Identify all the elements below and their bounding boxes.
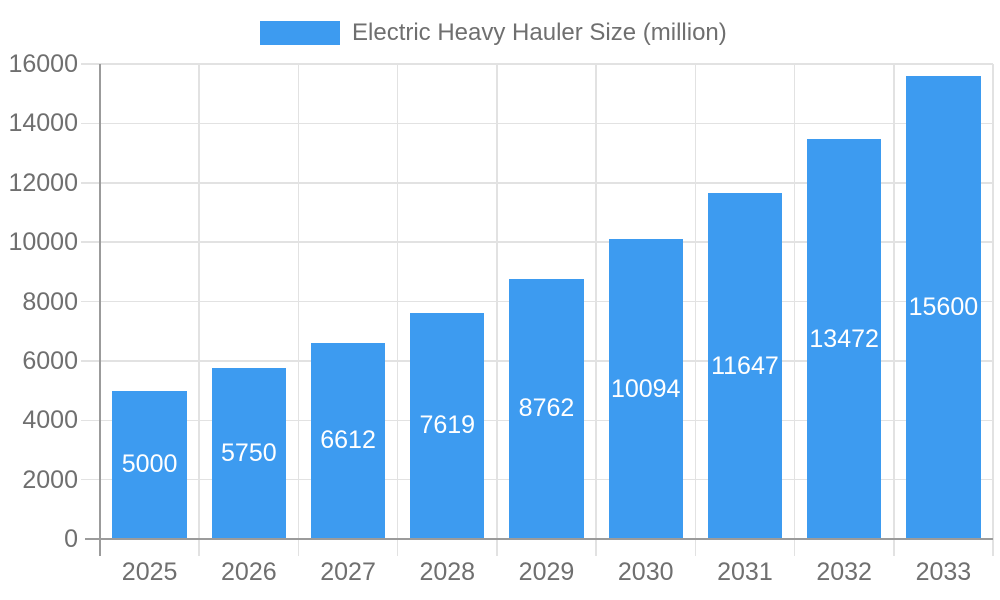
h-gridline bbox=[81, 122, 993, 125]
x-tick-label: 2025 bbox=[121, 558, 178, 586]
bar-value-label: 15600 bbox=[908, 292, 979, 321]
y-tick-label: 12000 bbox=[8, 168, 78, 197]
v-gridline bbox=[893, 64, 895, 556]
x-tick-label: 2031 bbox=[717, 558, 773, 586]
bar[interactable]: 13472 bbox=[806, 139, 882, 539]
bar[interactable]: 7619 bbox=[410, 312, 485, 539]
x-tick-label: 2028 bbox=[419, 558, 476, 586]
y-tick-label: 6000 bbox=[22, 346, 78, 375]
h-gridline bbox=[81, 241, 993, 243]
y-tick-label: 8000 bbox=[22, 287, 78, 316]
y-tick-label: 4000 bbox=[22, 406, 78, 435]
x-tick-label: 2027 bbox=[320, 558, 376, 586]
bar[interactable]: 5000 bbox=[112, 390, 187, 539]
v-gridline bbox=[992, 64, 994, 556]
v-gridline bbox=[793, 64, 796, 556]
h-gridline bbox=[81, 63, 993, 65]
bar-value-label: 11647 bbox=[711, 351, 779, 380]
legend-swatch-icon bbox=[260, 21, 340, 45]
x-tick-label: 2026 bbox=[221, 558, 277, 586]
bar[interactable]: 10094 bbox=[608, 239, 683, 539]
bar-value-label: 5750 bbox=[221, 439, 277, 468]
x-axis-line bbox=[85, 538, 993, 540]
bar[interactable]: 5750 bbox=[211, 368, 287, 539]
legend[interactable]: Electric Heavy Hauler Size (million) bbox=[260, 19, 727, 47]
v-gridline bbox=[198, 64, 200, 556]
bar-value-label: 7619 bbox=[419, 411, 476, 440]
x-tick-label: 2029 bbox=[518, 558, 575, 586]
y-tick-label: 14000 bbox=[8, 109, 78, 138]
bar-value-label: 5000 bbox=[121, 450, 178, 479]
bar-value-label: 10094 bbox=[610, 374, 681, 403]
bar-value-label: 6612 bbox=[320, 426, 376, 455]
x-tick-label: 2030 bbox=[617, 558, 674, 586]
legend-label: Electric Heavy Hauler Size (million) bbox=[352, 19, 727, 46]
h-gridline bbox=[81, 182, 993, 184]
v-gridline bbox=[595, 64, 597, 556]
y-tick-label: 16000 bbox=[8, 50, 78, 78]
y-tick-label: 2000 bbox=[22, 465, 78, 494]
v-gridline bbox=[297, 64, 300, 556]
v-gridline bbox=[396, 64, 399, 556]
v-gridline bbox=[496, 64, 498, 556]
x-tick-label: 2032 bbox=[816, 558, 872, 586]
y-tick-label: 0 bbox=[64, 525, 78, 553]
bar-value-label: 13472 bbox=[809, 324, 879, 353]
bar[interactable]: 8762 bbox=[509, 278, 584, 539]
y-axis-line bbox=[99, 64, 101, 556]
bar-value-label: 8762 bbox=[518, 394, 575, 423]
y-tick-label: 10000 bbox=[8, 228, 78, 257]
bar[interactable]: 11647 bbox=[707, 193, 783, 539]
x-tick-label: 2033 bbox=[915, 558, 972, 586]
v-gridline bbox=[694, 64, 697, 556]
bar[interactable]: 6612 bbox=[310, 342, 386, 539]
bar[interactable]: 15600 bbox=[906, 75, 981, 539]
